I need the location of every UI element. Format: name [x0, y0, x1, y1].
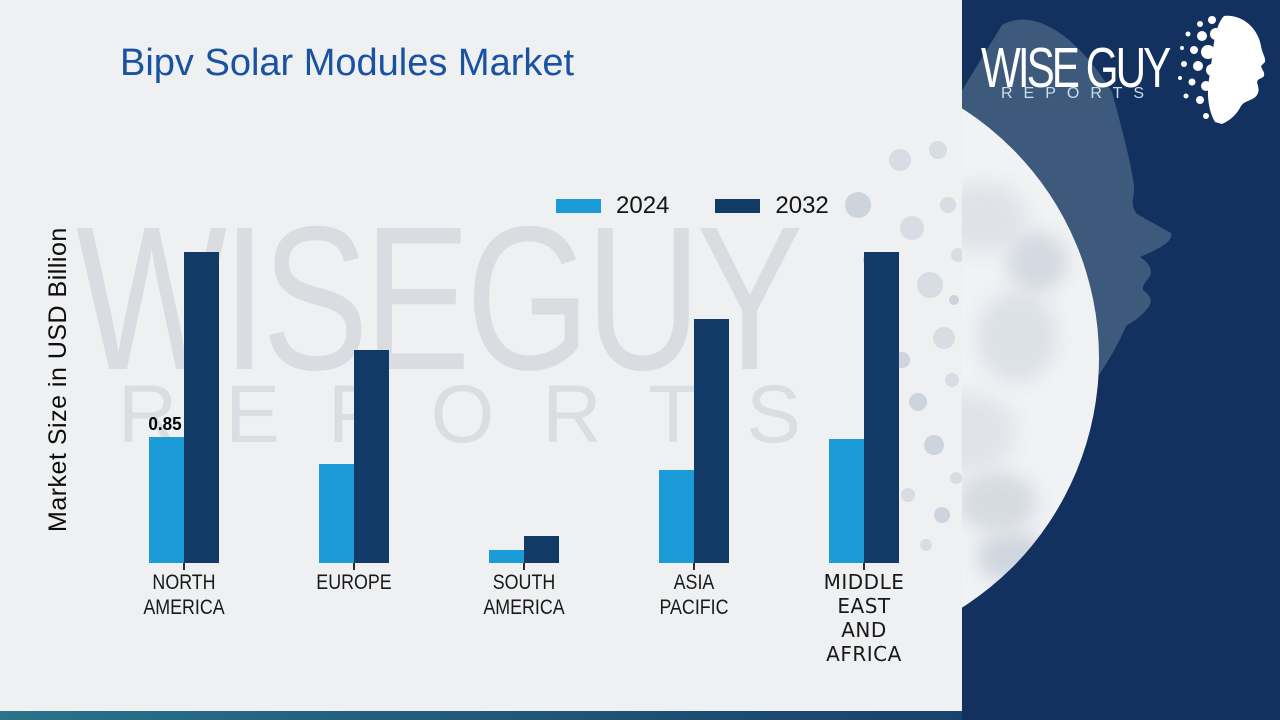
watermark-dot	[845, 192, 871, 218]
legend-swatch-2024	[556, 199, 601, 213]
footer-bar	[0, 711, 1280, 720]
category-label-asia-pacific: ASIA PACIFIC	[659, 571, 729, 619]
brand-reports: REPORTS	[1001, 85, 1156, 102]
watermark-dot	[901, 488, 915, 502]
watermark-reports: REPORTS	[118, 369, 849, 460]
legend: 2024 2032	[556, 192, 875, 220]
chart-title: Bipv Solar Modules Market	[120, 42, 575, 84]
bar-2032-south-america	[524, 536, 559, 563]
axis-tick-asia-pacific	[693, 563, 695, 570]
brand-panel	[962, 0, 1280, 720]
bar-2024-europe	[319, 464, 354, 563]
brand-wordmark: WISE GUY	[981, 36, 1171, 100]
axis-tick-middle-east-and-africa	[863, 563, 865, 570]
watermark-dot	[924, 435, 944, 455]
watermark-dot	[940, 197, 956, 213]
bar-2024-middle-east-and-africa	[829, 439, 864, 563]
legend-swatch-2032	[715, 199, 761, 213]
bar-2032-asia-pacific	[694, 319, 729, 563]
watermark-dot	[920, 539, 932, 551]
watermark-dot	[934, 507, 950, 523]
bar-2024-south-america	[489, 550, 524, 563]
bar-2024-asia-pacific	[659, 470, 694, 563]
y-axis-title: Market Size in USD Billion	[44, 227, 72, 533]
watermark-dot	[945, 373, 959, 387]
watermark-dot	[949, 295, 959, 305]
watermark-dot	[933, 327, 955, 349]
category-label-middle-east-and-africa: MIDDLE EAST AND AFRICA	[823, 570, 905, 666]
category-label-south-america: SOUTH AMERICA	[483, 571, 565, 619]
watermark-dot	[929, 141, 947, 159]
bar-2032-middle-east-and-africa	[864, 252, 899, 563]
legend-label-2024: 2024	[616, 192, 670, 219]
watermark-dot	[900, 216, 924, 240]
bar-2032-europe	[354, 350, 389, 563]
legend-item-2024: 2024	[556, 192, 669, 220]
watermark-dot	[917, 272, 943, 298]
wiseguy-face-icon	[1178, 15, 1266, 124]
axis-tick-europe	[353, 563, 355, 570]
legend-item-2032: 2032	[715, 192, 829, 220]
bar-2024-north-america	[149, 437, 184, 563]
watermark-dot	[909, 393, 927, 411]
category-label-north-america: NORTH AMERICA	[143, 571, 225, 619]
bar-2032-north-america	[184, 252, 219, 563]
legend-label-2032: 2032	[775, 192, 829, 219]
value-label-north-america: 0.85	[147, 414, 182, 434]
watermark-dot	[950, 472, 962, 484]
watermark-dot	[889, 149, 911, 171]
category-label-europe: EUROPE	[316, 571, 392, 594]
axis-tick-south-america	[523, 563, 525, 570]
axis-tick-north-america	[183, 563, 185, 570]
